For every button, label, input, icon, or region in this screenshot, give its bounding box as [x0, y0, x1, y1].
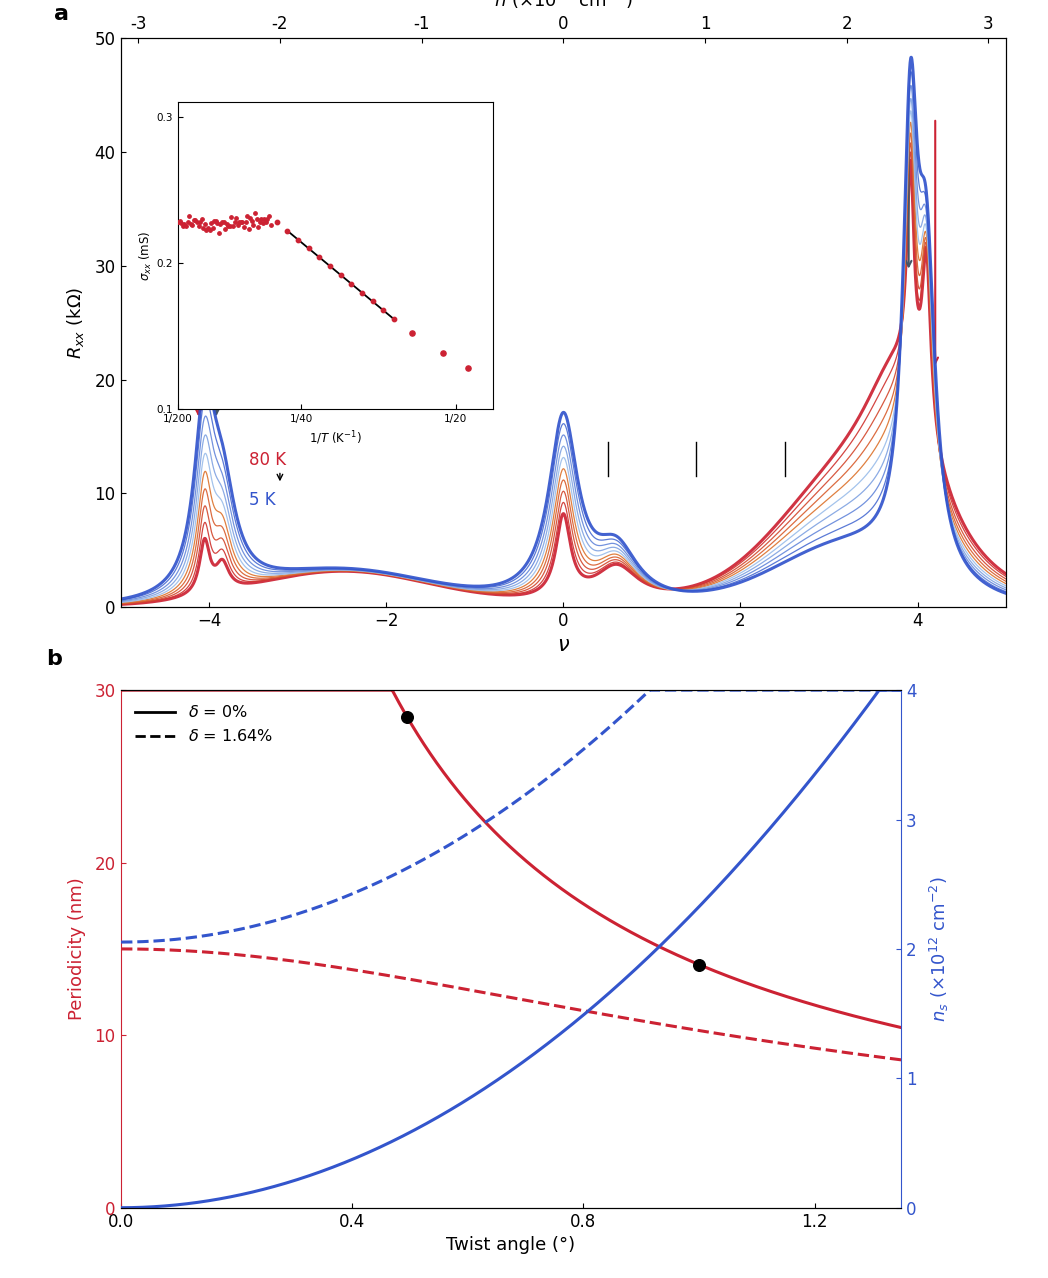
Point [268, 212, 285, 233]
Point [193, 208, 210, 229]
Point [435, 344, 452, 364]
Point [177, 216, 194, 236]
Point [259, 208, 276, 229]
Point [211, 222, 227, 243]
Point [196, 213, 213, 234]
Point [214, 212, 231, 233]
Y-axis label: $n_s$ ($\times$10$^{12}$ cm$^{-2}$): $n_s$ ($\times$10$^{12}$ cm$^{-2}$) [927, 875, 951, 1022]
Point [256, 208, 272, 229]
Point [170, 212, 187, 233]
Point [261, 206, 278, 226]
X-axis label: $n$ ($\times$10$^{12}$ cm$^{-2}$): $n$ ($\times$10$^{12}$ cm$^{-2}$) [494, 0, 633, 12]
Text: 80 K: 80 K [249, 451, 286, 469]
Point [311, 247, 328, 267]
Point [301, 238, 318, 258]
Point [199, 217, 216, 238]
Point [223, 207, 240, 227]
Text: 5 K: 5 K [249, 491, 276, 509]
Point [202, 213, 219, 234]
Point [459, 358, 476, 378]
Point [173, 213, 190, 234]
Point [237, 211, 254, 231]
Point [252, 211, 268, 231]
Point [236, 217, 253, 238]
Point [204, 217, 221, 238]
Point [171, 211, 188, 231]
Point [365, 291, 381, 312]
Point [187, 210, 203, 230]
Point [289, 230, 306, 250]
Y-axis label: $R_{xx}$ (k$\Omega$): $R_{xx}$ (k$\Omega$) [65, 286, 86, 359]
Point [243, 211, 260, 231]
Point [230, 215, 246, 235]
X-axis label: Twist angle (°): Twist angle (°) [446, 1236, 575, 1254]
Point [245, 215, 262, 235]
Y-axis label: Periodicity (nm): Periodicity (nm) [68, 878, 86, 1020]
Point [209, 212, 225, 233]
Point [258, 212, 275, 233]
Point [227, 208, 244, 229]
Point [217, 219, 234, 239]
Point [185, 210, 202, 230]
Point [262, 215, 279, 235]
Point [253, 210, 269, 230]
Point [239, 206, 256, 226]
Point [248, 208, 265, 229]
Point [399, 707, 416, 727]
Point [255, 212, 271, 233]
Point [240, 219, 257, 239]
Point [234, 211, 250, 231]
Point [180, 206, 197, 226]
Point [190, 216, 206, 236]
X-axis label: 1/$T$ (K$^{-1}$): 1/$T$ (K$^{-1}$) [309, 429, 362, 447]
Legend: $\delta$ = 0%, $\delta$ = 1.64%: $\delta$ = 0%, $\delta$ = 1.64% [129, 698, 280, 751]
Point [195, 217, 212, 238]
Point [179, 212, 196, 233]
Point [221, 215, 238, 235]
Text: a: a [54, 4, 69, 24]
Point [205, 211, 222, 231]
Point [218, 213, 235, 234]
Point [279, 221, 296, 242]
Point [246, 203, 263, 224]
Point [226, 212, 243, 233]
Point [353, 282, 370, 303]
Point [242, 208, 259, 229]
Point [332, 265, 349, 285]
Point [386, 309, 402, 330]
Point [215, 211, 232, 231]
Point [249, 217, 266, 238]
Point [201, 220, 218, 240]
Point [176, 213, 193, 234]
Point [183, 215, 200, 235]
Point [405, 323, 421, 344]
X-axis label: $\nu$: $\nu$ [556, 635, 570, 656]
Point [189, 211, 205, 231]
Point [198, 220, 215, 240]
Point [231, 212, 247, 233]
Point [224, 215, 241, 235]
Point [174, 216, 191, 236]
Point [375, 300, 392, 321]
Point [233, 211, 249, 231]
Y-axis label: $\sigma_{xx}$ (mS): $\sigma_{xx}$ (mS) [138, 230, 154, 281]
Point [343, 273, 359, 294]
Point [208, 211, 224, 231]
Point [182, 213, 199, 234]
Point [691, 955, 707, 975]
Text: b: b [46, 649, 62, 670]
Point [212, 215, 228, 235]
Point [322, 256, 339, 276]
Point [192, 212, 209, 233]
Point [220, 216, 237, 236]
